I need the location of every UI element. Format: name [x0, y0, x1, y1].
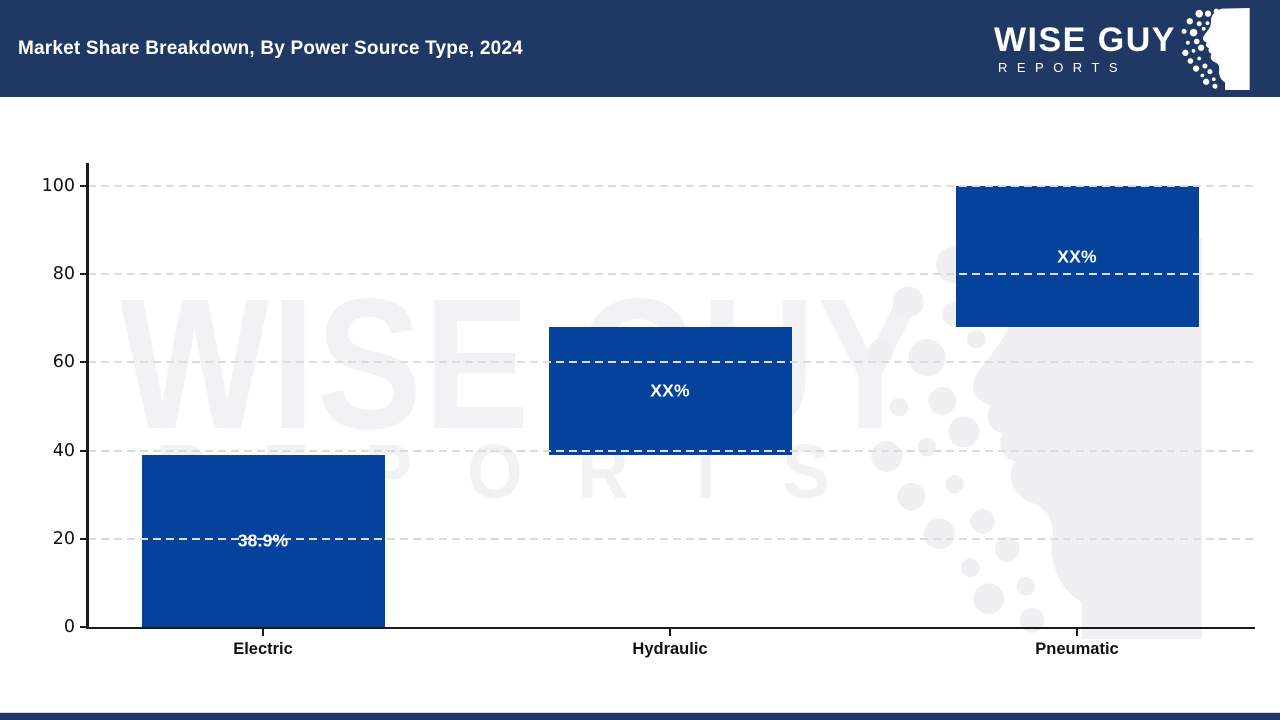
y-tick-mark: [80, 185, 88, 187]
y-tick-label: 100: [41, 176, 75, 196]
gridline-60: [88, 361, 1255, 364]
x-category-label-electric: Electric: [233, 640, 293, 658]
bar-pneumatic: [955, 186, 1199, 328]
logo-face-icon: [1181, 7, 1250, 90]
logo-text: WISE GUY REPORTS: [994, 23, 1176, 75]
bar-value-label: 38.9%: [237, 530, 289, 551]
gridline-40: [88, 449, 1255, 452]
x-tick-mark: [1076, 627, 1078, 636]
gridline-20: [88, 537, 1255, 540]
x-category-label-pneumatic: Pneumatic: [1035, 640, 1119, 658]
logo-wordmark: WISE GUY: [993, 20, 1176, 59]
y-tick-label: 20: [52, 528, 75, 549]
y-tick-mark: [80, 449, 88, 452]
x-axis-line: [86, 626, 1255, 629]
y-tick-mark: [80, 273, 88, 276]
wise-guy-reports-logo: WISE GUY REPORTS: [994, 7, 1258, 90]
x-category-label-hydraulic: Hydraulic: [632, 640, 708, 658]
x-tick-mark: [262, 627, 264, 636]
y-tick-label: 60: [52, 352, 75, 373]
y-tick-label: 40: [52, 440, 75, 461]
chart-title: Market Share Breakdown, By Power Source …: [18, 37, 523, 59]
footer-hairline: [0, 712, 1280, 713]
y-tick-label: 0: [63, 617, 75, 637]
y-tick-mark: [80, 537, 88, 540]
gridline-80: [88, 273, 1255, 276]
header-band: Market Share Breakdown, By Power Source …: [0, 0, 1280, 97]
bar-value-label: XX%: [1057, 246, 1097, 267]
chart-plot-area: 38.9% XX% XX% 0 20 40 60 80 100 Electric Hydraulic…: [0, 97, 1280, 713]
x-tick-mark: [669, 627, 671, 636]
bar-electric: [141, 455, 385, 627]
y-tick-label: 80: [52, 264, 75, 285]
logo-subtitle: REPORTS: [997, 59, 1128, 75]
y-axis-line: [86, 163, 89, 629]
y-tick-mark: [80, 626, 88, 628]
y-tick-mark: [80, 361, 88, 364]
gridline-100: [88, 185, 1255, 187]
footer-band: [0, 713, 1280, 720]
bar-hydraulic: [548, 327, 792, 456]
bar-value-label: XX%: [650, 380, 690, 401]
